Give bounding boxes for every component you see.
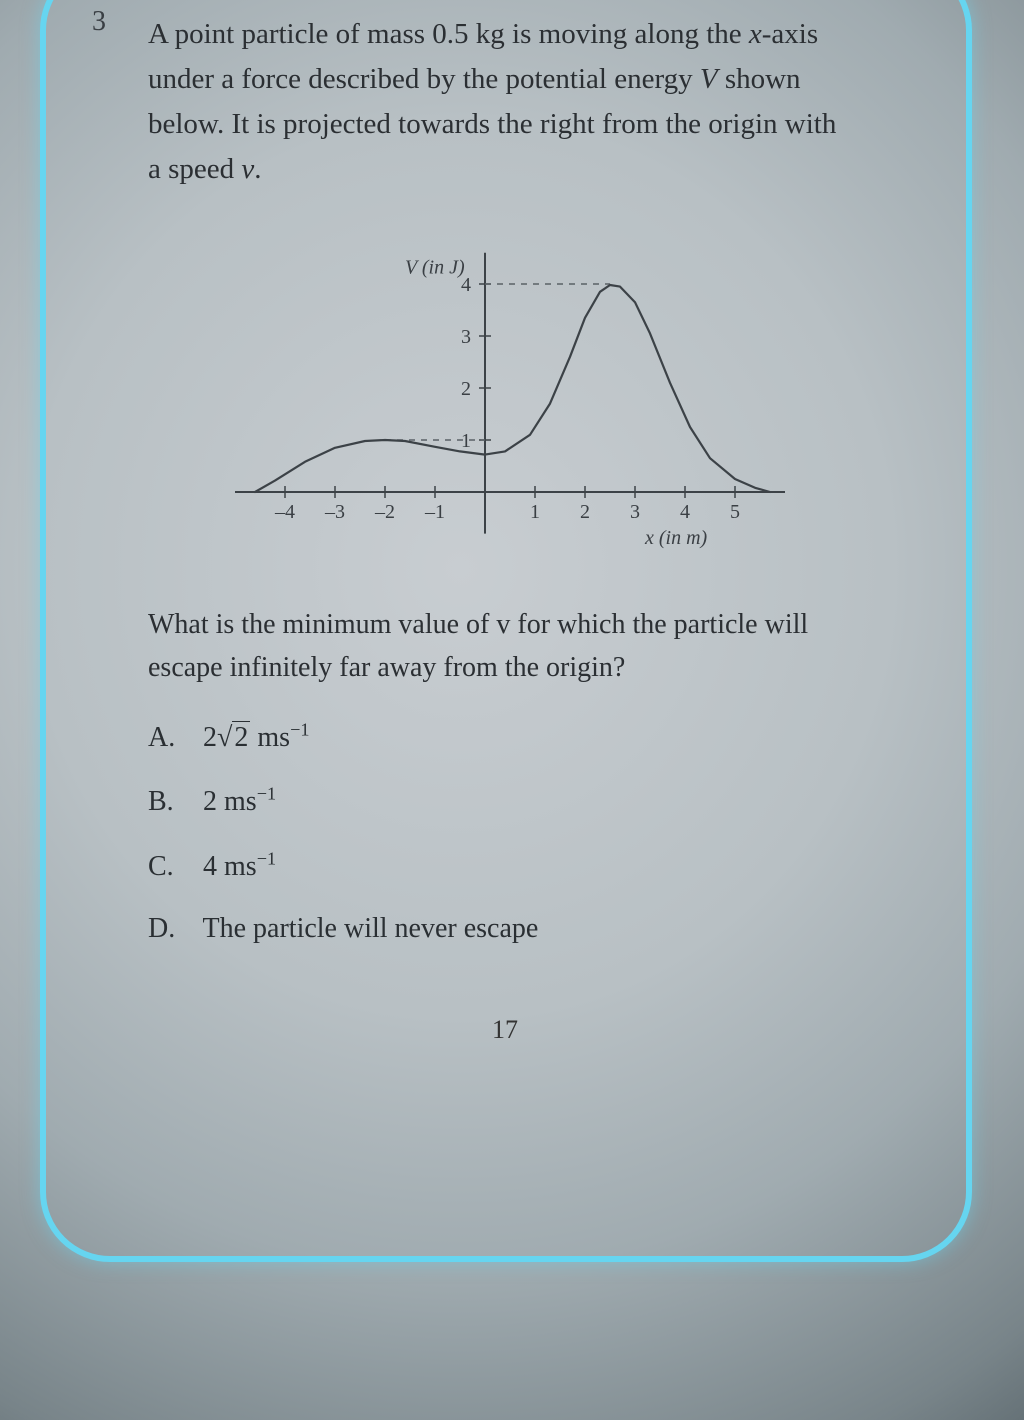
option-D: D. The particle will never escape: [148, 913, 920, 945]
svg-text:1: 1: [461, 430, 471, 452]
stem-4a: a speed: [148, 153, 241, 185]
option-C: C. 4 ms−1: [148, 848, 920, 882]
svg-text:2: 2: [461, 378, 471, 400]
svg-text:4: 4: [680, 501, 690, 523]
fu-1b: for which the particle will: [510, 609, 808, 640]
svg-text:–1: –1: [424, 501, 445, 523]
option-B-letter: B.: [148, 786, 196, 818]
question-block: 3 A point particle of mass 0.5 kg is mov…: [60, 0, 950, 1075]
followup-question: What is the minimum value of v for which…: [148, 603, 920, 690]
fu-v: v: [496, 609, 510, 640]
options-list: A. 2√2 ms−1 B. 2 ms−1 C. 4 ms−1 D. The p…: [148, 720, 920, 945]
fu-1a: What is the minimum value of: [148, 609, 496, 640]
Vvar: V: [700, 63, 718, 95]
svg-text:3: 3: [630, 501, 640, 523]
svg-text:–2: –2: [374, 501, 395, 523]
page-number: 17: [90, 1015, 920, 1045]
stem-1: A point particle of mass 0.5 kg is movin…: [148, 18, 749, 50]
question-stem: A point particle of mass 0.5 kg is movin…: [148, 12, 920, 192]
option-D-text: The particle will never escape: [203, 913, 539, 944]
option-C-text: 4 ms−1: [203, 851, 276, 882]
svg-text:1: 1: [530, 501, 540, 523]
option-A-letter: A.: [148, 722, 196, 754]
option-D-letter: D.: [148, 913, 196, 945]
option-C-letter: C.: [148, 851, 196, 883]
vvar: v: [241, 153, 254, 185]
potential-chart: –4–3–2–1123451234V (in J)x (in m): [205, 222, 805, 567]
chart-svg: –4–3–2–1123451234V (in J)x (in m): [205, 222, 805, 562]
option-A-text: 2√2 ms−1: [203, 722, 309, 753]
svg-text:5: 5: [730, 501, 740, 523]
option-B: B. 2 ms−1: [148, 784, 920, 818]
svg-text:–4: –4: [274, 501, 295, 523]
stem-4b: .: [254, 153, 261, 185]
svg-text:x (in m): x (in m): [644, 527, 708, 549]
fu-2: escape infinitely far away from the orig…: [148, 652, 625, 683]
stem-2b: shown: [718, 63, 801, 95]
question-number: 3: [92, 6, 106, 38]
option-A: A. 2√2 ms−1: [148, 720, 920, 754]
svg-text:3: 3: [461, 326, 471, 348]
stem-1b: -axis: [762, 18, 818, 50]
svg-text:V (in J): V (in J): [405, 256, 465, 278]
svg-text:–3: –3: [324, 501, 345, 523]
stem-2a: under a force described by the potential…: [148, 63, 700, 95]
option-B-text: 2 ms−1: [203, 786, 276, 817]
stem-3: below. It is projected towards the right…: [148, 108, 836, 140]
svg-text:2: 2: [580, 501, 590, 523]
xvar: x: [749, 18, 762, 50]
